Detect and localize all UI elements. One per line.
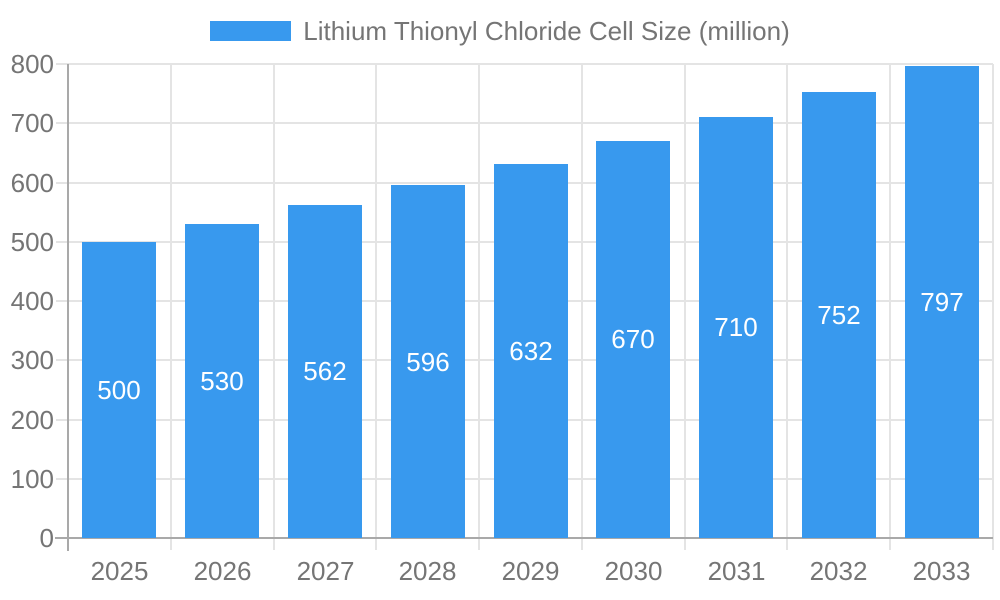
y-axis-label: 700 xyxy=(10,108,54,139)
y-axis-label: 600 xyxy=(10,167,54,198)
bar-value-label: 530 xyxy=(200,365,244,396)
x-axis-tick xyxy=(478,538,481,550)
y-axis-tick xyxy=(56,122,68,125)
y-axis-label: 500 xyxy=(10,226,54,257)
x-gridline xyxy=(992,64,994,538)
bar: 562 xyxy=(288,205,362,538)
y-axis-tick xyxy=(56,359,68,362)
y-axis-label: 400 xyxy=(10,286,54,316)
x-axis-tick xyxy=(992,538,994,550)
x-axis-tick xyxy=(786,538,789,550)
x-axis-tick xyxy=(683,538,686,550)
y-axis-tick xyxy=(56,418,68,421)
x-axis-label: 2031 xyxy=(707,556,766,586)
bar: 632 xyxy=(494,163,568,538)
y-axis-label: 800 xyxy=(10,49,54,79)
legend-label: Lithium Thionyl Chloride Cell Size (mill… xyxy=(303,16,790,46)
x-axis-tick xyxy=(272,538,275,550)
x-axis-label: 2030 xyxy=(604,556,663,586)
y-axis-tick xyxy=(56,63,68,65)
bar-value-label: 710 xyxy=(714,312,758,343)
x-axis-label: 2029 xyxy=(501,556,560,586)
bar: 500 xyxy=(82,241,156,538)
y-axis-tick xyxy=(56,240,68,243)
x-axis-tick xyxy=(889,538,892,550)
y-axis-label: 200 xyxy=(10,404,54,435)
legend-item[interactable]: Lithium Thionyl Chloride Cell Size (mill… xyxy=(0,16,1000,46)
bar-value-label: 500 xyxy=(97,374,141,405)
y-axis-label: 300 xyxy=(10,345,54,376)
y-axis-tick xyxy=(56,300,68,302)
x-axis-label: 2033 xyxy=(912,556,971,586)
bar-value-label: 797 xyxy=(920,286,964,317)
bar: 797 xyxy=(905,65,979,538)
x-axis-label: 2032 xyxy=(809,556,868,586)
x-axis-line xyxy=(55,537,993,539)
bar-value-label: 562 xyxy=(303,356,347,386)
y-gridline xyxy=(68,122,993,125)
legend-swatch-icon xyxy=(210,21,292,41)
bar-value-label: 596 xyxy=(406,346,450,377)
bar: 530 xyxy=(185,223,259,538)
y-axis-tick xyxy=(56,477,68,480)
y-axis-label: 100 xyxy=(10,463,54,494)
bar: 752 xyxy=(802,92,876,538)
bar: 670 xyxy=(596,141,670,538)
x-axis-tick xyxy=(169,538,172,550)
bar: 710 xyxy=(699,117,773,538)
x-axis-label: 2027 xyxy=(296,556,355,586)
y-axis-tick xyxy=(56,181,68,184)
y-axis-label: 0 xyxy=(39,523,54,553)
bar-value-label: 752 xyxy=(817,300,861,331)
x-axis-label: 2028 xyxy=(398,556,457,586)
y-gridline xyxy=(68,63,993,65)
y-axis-line xyxy=(67,64,69,551)
bar: 596 xyxy=(391,184,465,538)
bar-value-label: 670 xyxy=(611,324,655,355)
x-axis-tick xyxy=(580,538,583,550)
bar-value-label: 632 xyxy=(509,335,553,366)
x-axis-label: 2025 xyxy=(90,556,149,586)
x-axis-tick xyxy=(375,538,378,550)
x-axis-label: 2026 xyxy=(193,556,252,586)
